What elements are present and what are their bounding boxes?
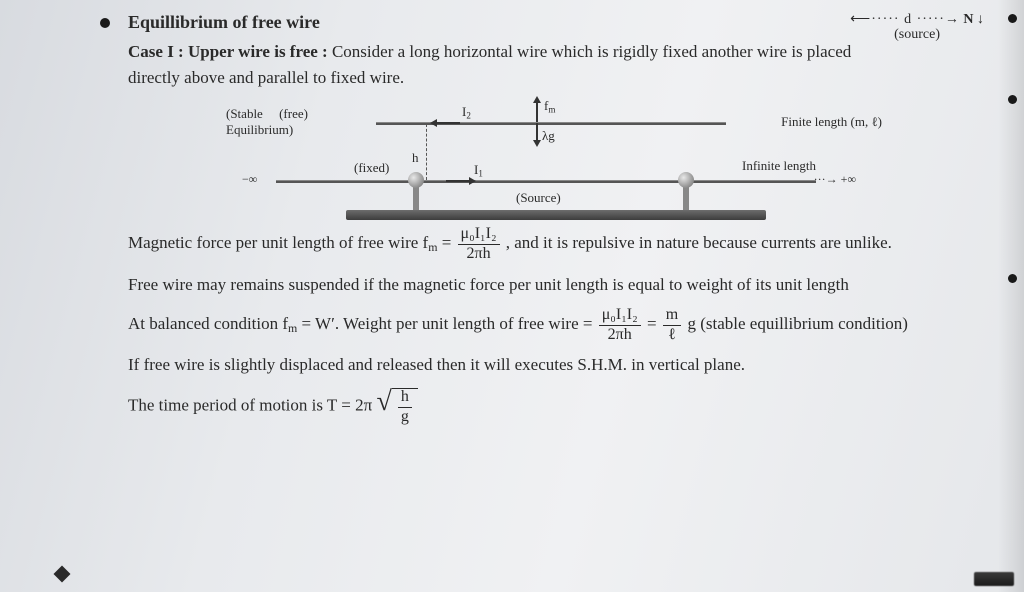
para-balanced: At balanced condition fm = W′. Weight pe… [128, 307, 984, 344]
para-magnetic-force: Magnetic force per unit length of free w… [128, 226, 984, 263]
wire-figure: (Stable (free) Equilibrium) fm λg I2 [236, 102, 876, 212]
case-line-2: directly above and parallel to fixed wir… [128, 65, 984, 91]
source-corner: ⟵····· d ·····→ N ↓ (source) [850, 12, 984, 43]
diamond-marker [54, 566, 71, 583]
para-suspended: Free wire may remains suspended if the m… [128, 269, 984, 301]
case-line-1: Case I : Upper wire is free : Consider a… [128, 39, 984, 65]
section-bullet [100, 18, 110, 28]
bottom-bar [974, 572, 1014, 586]
para-shm: If free wire is slightly displaced and r… [128, 349, 984, 381]
para-period: The time period of motion is T = 2π √ hg [128, 388, 984, 426]
page-edge [998, 0, 1024, 592]
